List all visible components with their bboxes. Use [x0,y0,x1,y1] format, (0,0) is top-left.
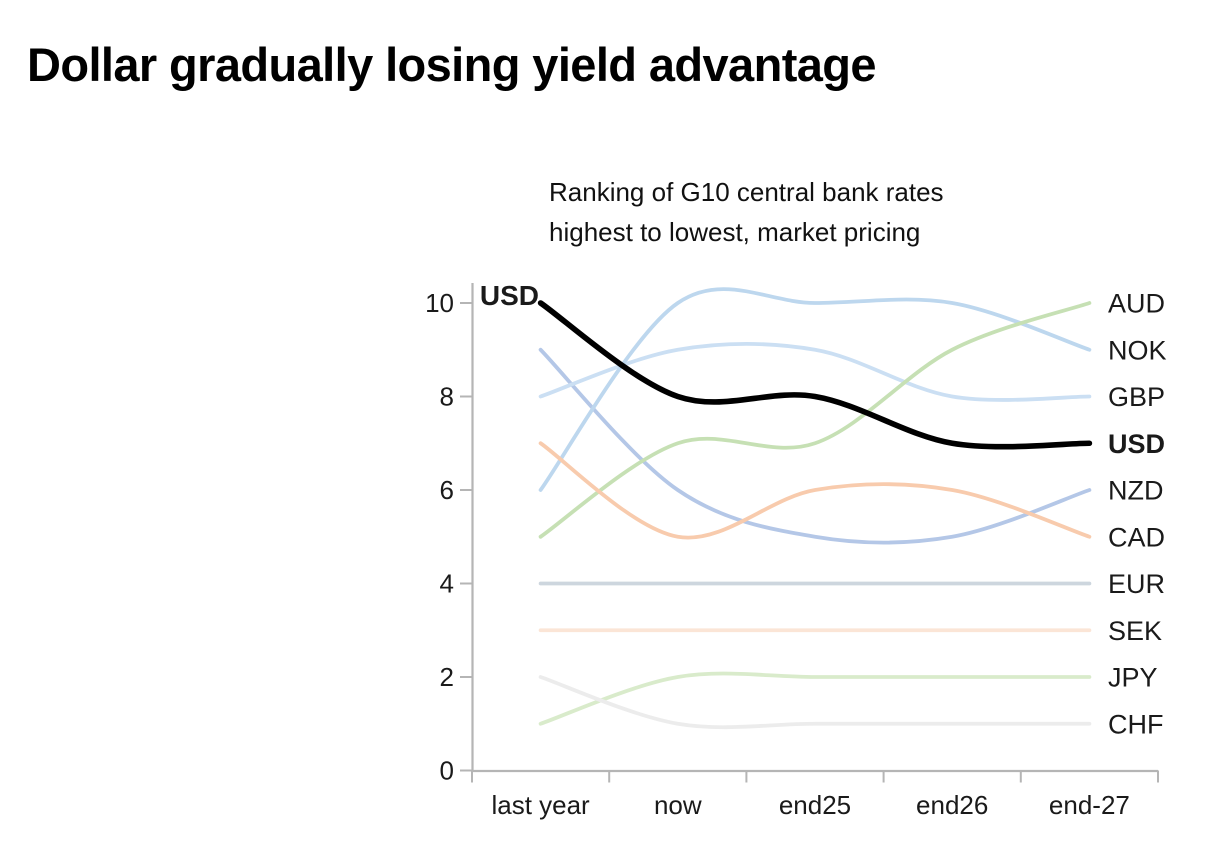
series-label-CAD: CAD [1108,522,1165,552]
series-line-CAD [538,441,1092,540]
series-label-EUR: EUR [1108,569,1165,599]
series-line-CHF [538,675,1092,730]
y-tick-label: 10 [425,288,454,318]
x-category-label: last year [491,790,590,820]
x-category-label: end26 [916,790,988,820]
usd-start-label: USD [480,280,539,311]
series-line-AUD [538,301,1092,539]
series-label-JPY: JPY [1108,663,1158,693]
series-label-CHF: CHF [1108,709,1164,739]
x-category-label: end-27 [1049,790,1130,820]
series-line-NZD [538,347,1092,545]
series-line-JPY [538,671,1092,726]
series-label-NOK: NOK [1108,335,1167,365]
chart-subtitle-line-2: highest to lowest, market pricing [549,217,921,247]
x-category-label: end25 [779,790,851,820]
chart-subtitle: Ranking of G10 central bank rates highes… [549,172,944,252]
series-label-GBP: GBP [1108,382,1165,412]
series-line-GBP [538,342,1092,402]
series-label-NZD: NZD [1108,476,1164,506]
series-line-USD [537,300,1093,450]
x-category-label: now [654,790,702,820]
series-label-USD: USD [1108,429,1165,459]
y-tick-label: 2 [440,662,454,692]
y-tick-label: 0 [440,756,454,786]
y-tick-label: 4 [440,569,454,599]
chart-subtitle-line-1: Ranking of G10 central bank rates [549,177,944,207]
y-tick-label: 6 [440,475,454,505]
y-tick-label: 8 [440,382,454,412]
series-line-NOK [538,287,1092,492]
page-title: Dollar gradually losing yield advantage [27,38,877,91]
series-label-AUD: AUD [1108,289,1165,319]
series-label-SEK: SEK [1108,616,1162,646]
